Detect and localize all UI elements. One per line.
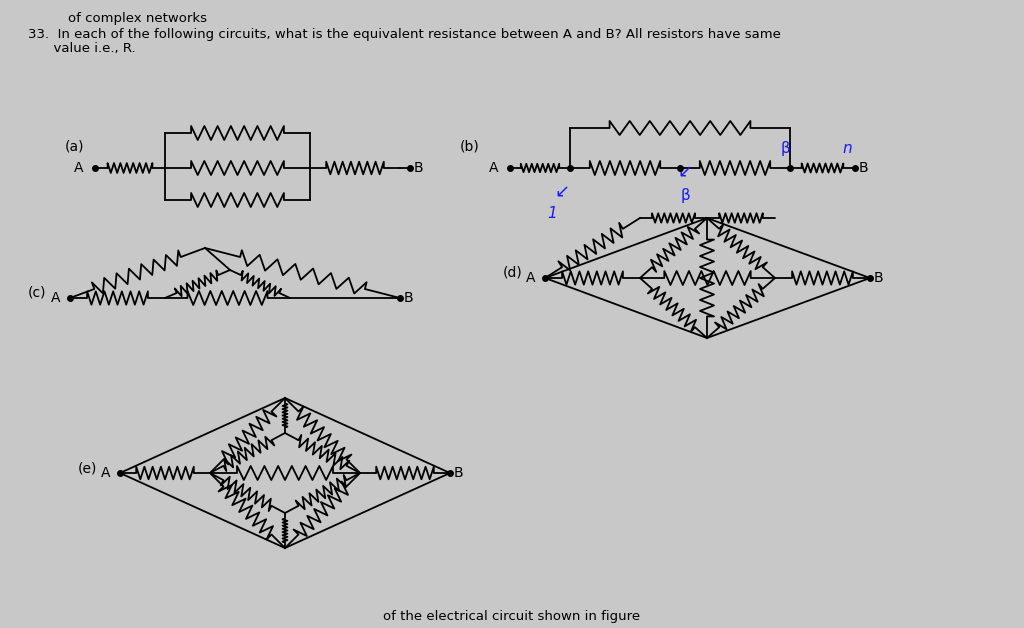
Text: ↙: ↙ — [554, 184, 569, 202]
Text: B: B — [874, 271, 884, 285]
Text: B: B — [414, 161, 424, 175]
Text: 1: 1 — [547, 206, 557, 221]
Text: B: B — [404, 291, 414, 305]
Text: (c): (c) — [28, 286, 46, 300]
Text: 33.  In each of the following circuits, what is the equivalent resistance betwee: 33. In each of the following circuits, w… — [28, 28, 781, 41]
Text: ↙: ↙ — [678, 164, 692, 182]
Text: B: B — [454, 466, 464, 480]
Text: A: A — [100, 466, 110, 480]
Text: A: A — [50, 291, 60, 305]
Text: β: β — [780, 141, 790, 156]
Text: β: β — [680, 188, 690, 203]
Text: (b): (b) — [460, 139, 480, 153]
Text: value i.e., R.: value i.e., R. — [28, 42, 135, 55]
Text: n: n — [842, 141, 852, 156]
Text: B: B — [859, 161, 868, 175]
Text: (e): (e) — [78, 461, 97, 475]
Text: A: A — [74, 161, 83, 175]
Text: (a): (a) — [65, 139, 85, 153]
Text: of complex networks: of complex networks — [68, 12, 207, 25]
Text: A: A — [525, 271, 535, 285]
Text: A: A — [488, 161, 498, 175]
Text: of the electrical circuit shown in figure: of the electrical circuit shown in figur… — [383, 610, 641, 623]
Text: (d): (d) — [503, 266, 522, 280]
